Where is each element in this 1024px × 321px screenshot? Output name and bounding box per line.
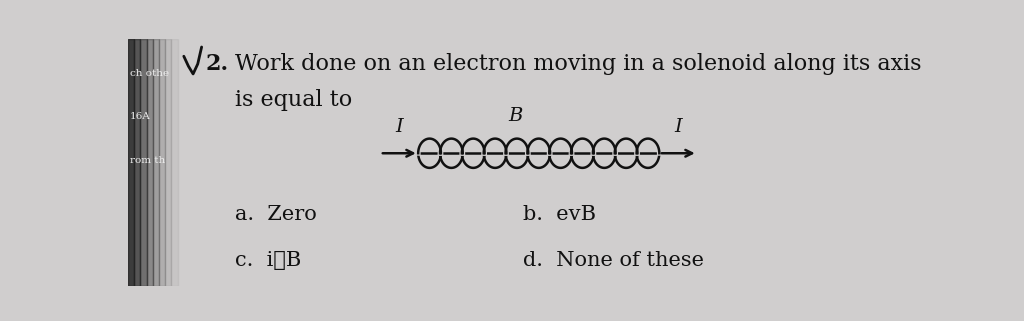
Text: I: I bbox=[395, 118, 403, 136]
Text: B: B bbox=[508, 107, 522, 125]
Text: a.  Zero: a. Zero bbox=[234, 205, 316, 224]
Bar bbox=[146, 39, 153, 286]
Text: c.  iℓB: c. iℓB bbox=[234, 251, 301, 270]
Bar bbox=[153, 39, 159, 286]
Text: is equal to: is equal to bbox=[234, 89, 352, 111]
Bar bbox=[140, 39, 146, 286]
Text: I: I bbox=[675, 118, 682, 136]
Bar bbox=[134, 39, 140, 286]
Text: 16A: 16A bbox=[130, 112, 151, 121]
Bar bbox=[171, 39, 177, 286]
Bar bbox=[128, 39, 134, 286]
Bar bbox=[159, 39, 165, 286]
Text: ch othe: ch othe bbox=[130, 69, 169, 78]
Text: d.  None of these: d. None of these bbox=[523, 251, 705, 270]
Bar bbox=[165, 39, 171, 286]
Text: Work done on an electron moving in a solenoid along its axis: Work done on an electron moving in a sol… bbox=[234, 53, 922, 75]
Text: rom th: rom th bbox=[130, 156, 165, 165]
Text: 2.: 2. bbox=[206, 53, 228, 75]
Text: b.  evB: b. evB bbox=[523, 205, 596, 224]
